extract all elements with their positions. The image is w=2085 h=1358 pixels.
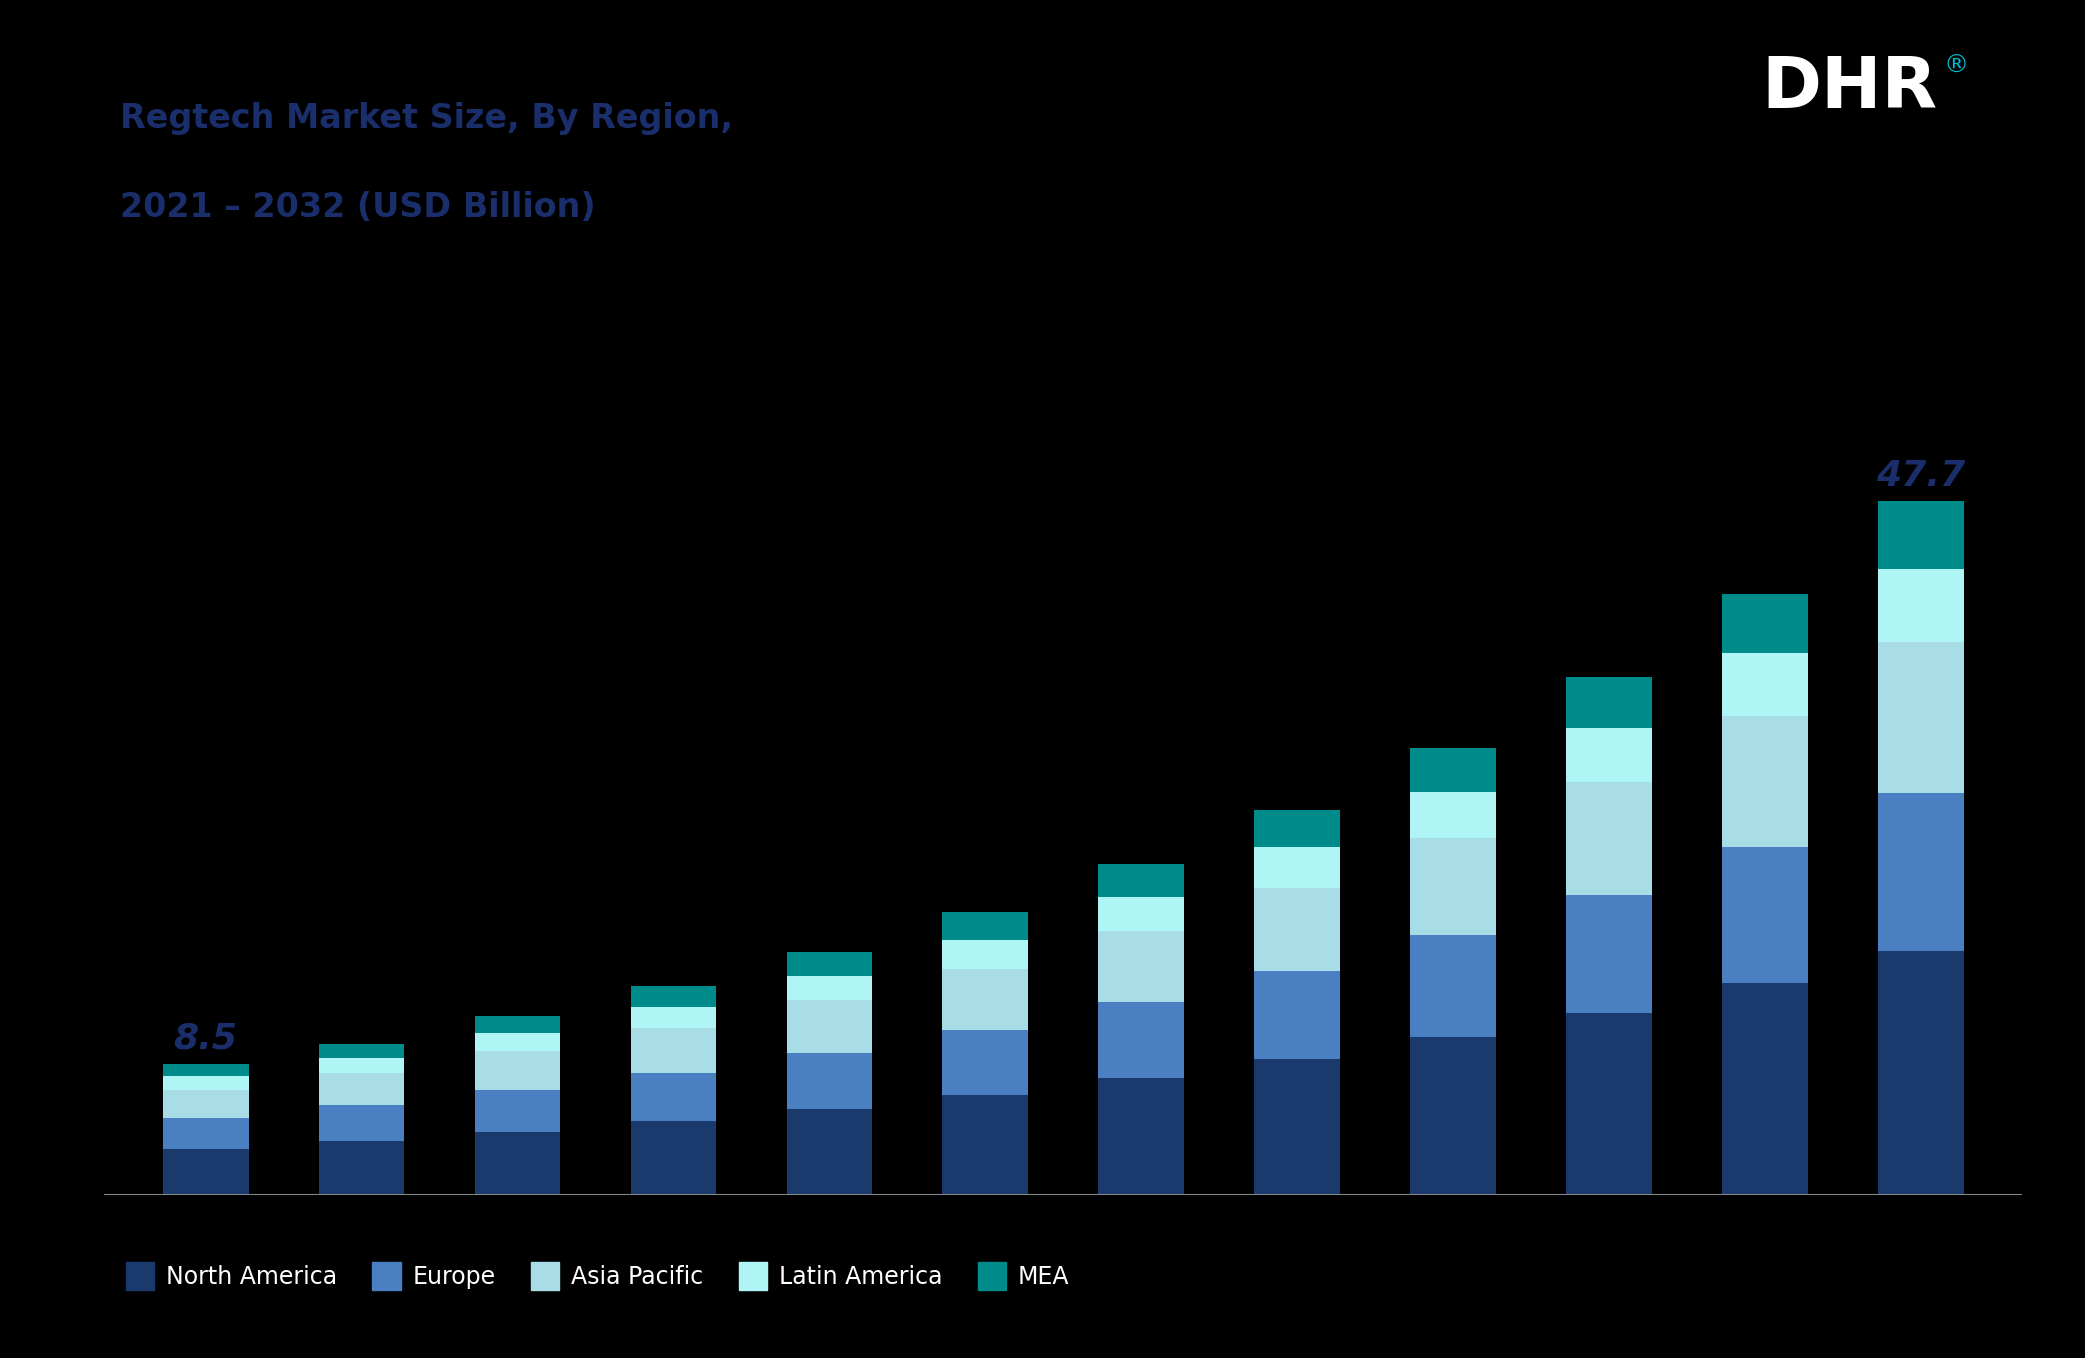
Bar <box>475 1051 561 1090</box>
Bar <box>630 986 717 1006</box>
Legend: North America, Europe, Asia Pacific, Latin America, MEA: North America, Europe, Asia Pacific, Lat… <box>117 1252 1078 1300</box>
Bar <box>1879 501 1964 569</box>
Bar <box>630 1073 717 1120</box>
Bar <box>1255 971 1341 1059</box>
Bar <box>1566 782 1651 895</box>
Bar <box>475 1090 561 1131</box>
Bar <box>630 1006 717 1028</box>
Bar <box>163 1149 248 1195</box>
Bar <box>1409 838 1497 936</box>
Bar <box>1566 895 1651 1013</box>
Bar <box>1099 1002 1184 1078</box>
Bar <box>1879 642 1964 793</box>
Bar <box>786 1001 872 1052</box>
Bar <box>319 1073 404 1105</box>
Bar <box>163 1076 248 1090</box>
Bar <box>475 1033 561 1051</box>
Bar <box>319 1141 404 1195</box>
Bar <box>1879 951 1964 1195</box>
Bar <box>1255 847 1341 888</box>
Text: 8.5: 8.5 <box>173 1023 238 1057</box>
Bar <box>1255 1059 1341 1195</box>
Bar <box>1566 728 1651 782</box>
Bar <box>163 1118 248 1149</box>
Bar <box>1722 593 1808 653</box>
Bar <box>942 1095 1028 1195</box>
Bar <box>1255 888 1341 971</box>
Bar <box>630 1120 717 1195</box>
Bar <box>1879 793 1964 951</box>
Bar <box>786 952 872 975</box>
Bar <box>1099 1078 1184 1195</box>
Bar <box>1879 569 1964 642</box>
Text: 47.7: 47.7 <box>1876 459 1966 493</box>
Bar <box>786 1108 872 1195</box>
Bar <box>1409 936 1497 1038</box>
Bar <box>475 1016 561 1033</box>
Bar <box>1409 748 1497 792</box>
Bar <box>942 970 1028 1029</box>
Text: ®: ® <box>1943 54 1968 79</box>
Bar <box>942 913 1028 940</box>
Bar <box>319 1058 404 1073</box>
Text: DHR: DHR <box>1762 54 1937 124</box>
Bar <box>475 1131 561 1195</box>
Bar <box>786 975 872 1001</box>
Bar <box>942 1029 1028 1095</box>
Bar <box>1409 792 1497 838</box>
Bar <box>1566 1013 1651 1195</box>
Text: 2021 – 2032 (USD Billion): 2021 – 2032 (USD Billion) <box>119 191 596 224</box>
Bar <box>1722 716 1808 847</box>
Bar <box>319 1043 404 1058</box>
Bar <box>942 940 1028 970</box>
Bar <box>1722 653 1808 716</box>
Bar <box>786 1052 872 1108</box>
Bar <box>1099 930 1184 1002</box>
Bar <box>1099 864 1184 896</box>
Text: Regtech Market Size, By Region,: Regtech Market Size, By Region, <box>119 102 732 134</box>
Bar <box>163 1090 248 1118</box>
Bar <box>630 1028 717 1073</box>
Bar <box>1722 983 1808 1195</box>
Bar <box>319 1105 404 1141</box>
Bar <box>1566 678 1651 728</box>
Bar <box>1255 811 1341 847</box>
Bar <box>1722 847 1808 983</box>
Bar <box>163 1063 248 1076</box>
Bar <box>1409 1038 1497 1195</box>
Bar <box>1099 896 1184 930</box>
